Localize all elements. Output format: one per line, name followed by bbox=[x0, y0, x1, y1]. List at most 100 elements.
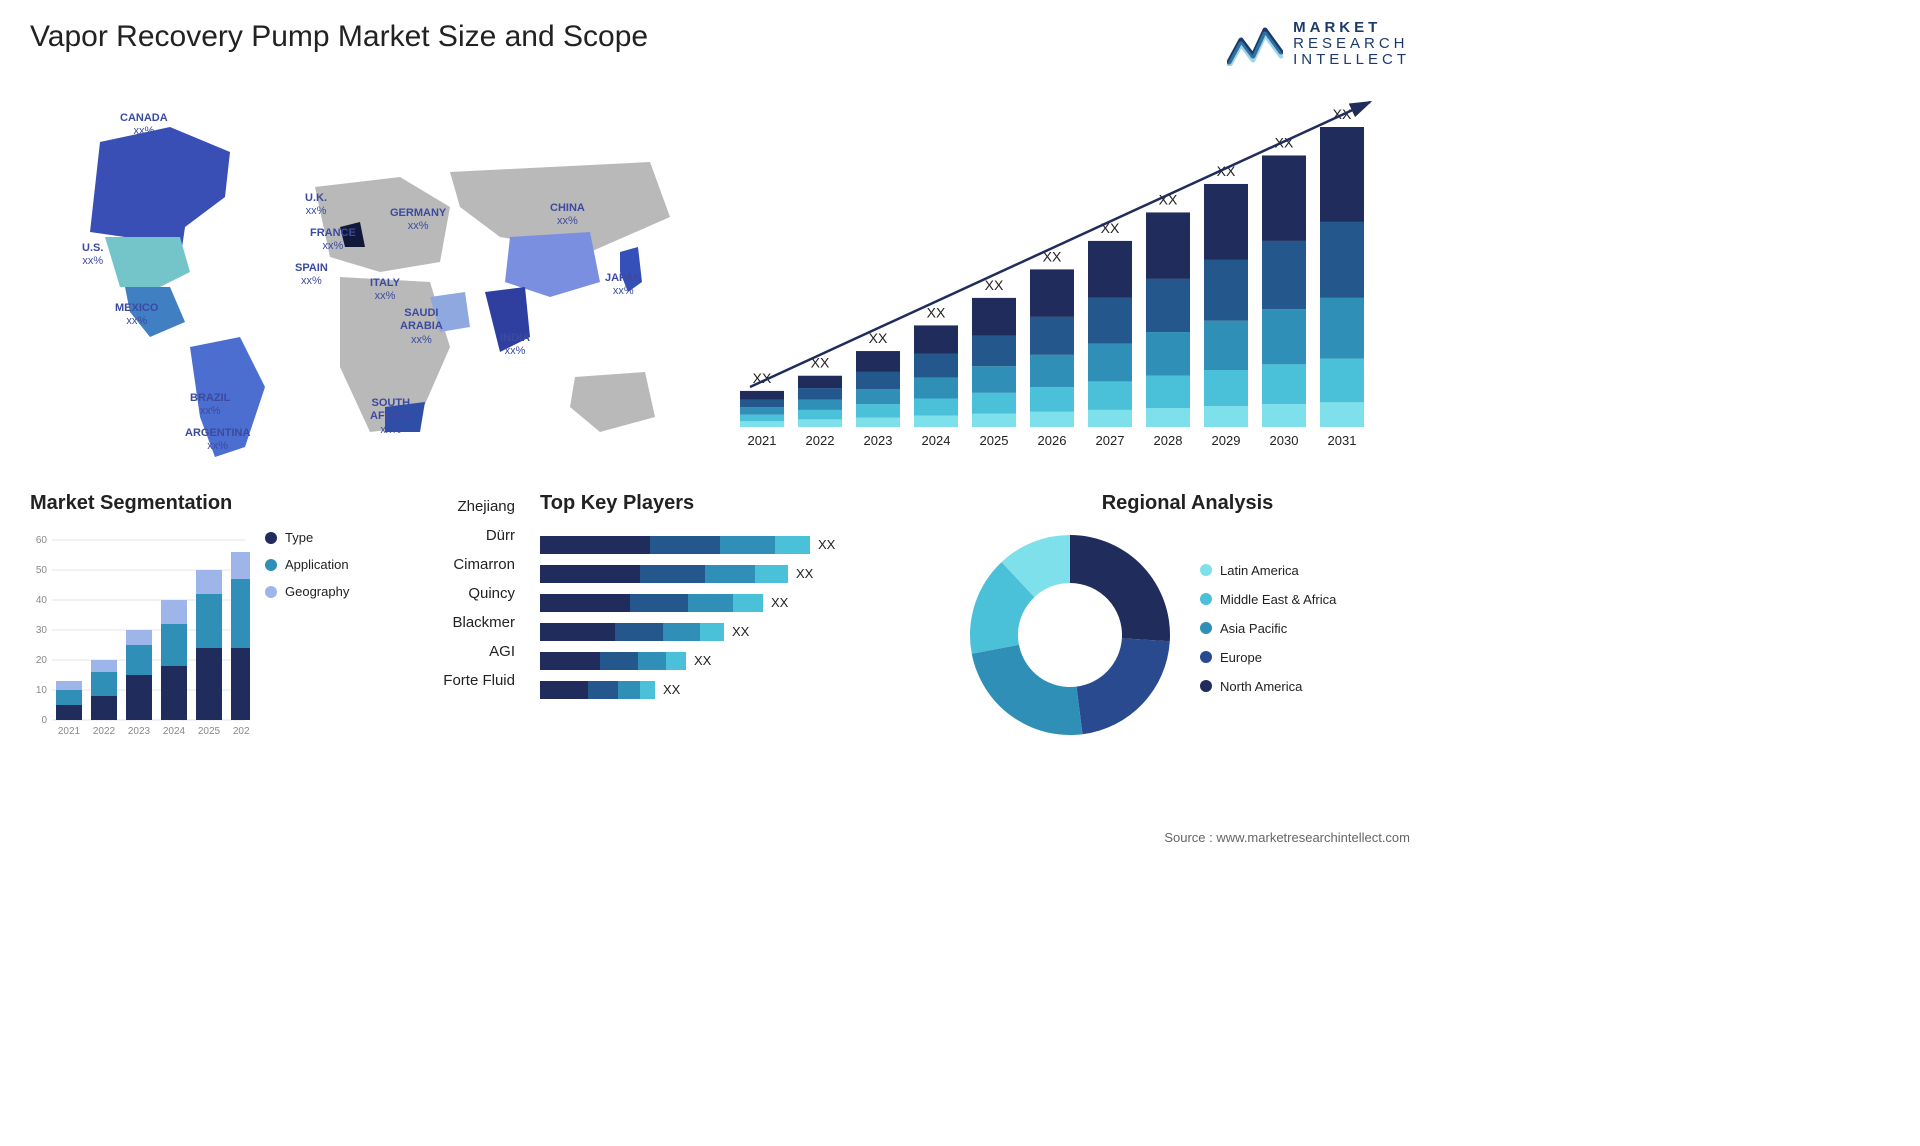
growth-bar-seg bbox=[972, 414, 1016, 427]
player-bar-seg bbox=[755, 565, 788, 583]
growth-bar-seg bbox=[1030, 355, 1074, 387]
map-label: GERMANYxx% bbox=[390, 207, 446, 233]
legend-label: Asia Pacific bbox=[1220, 621, 1287, 636]
player-bar-row: XX bbox=[540, 588, 940, 617]
legend-label: Europe bbox=[1220, 650, 1262, 665]
growth-bar-seg bbox=[1320, 403, 1364, 428]
growth-year-label: 2030 bbox=[1270, 433, 1299, 448]
player-bar-seg bbox=[540, 565, 640, 583]
growth-bar-seg bbox=[798, 400, 842, 410]
svg-text:10: 10 bbox=[36, 685, 48, 696]
player-name: Quincy bbox=[405, 579, 515, 608]
growth-bar-seg bbox=[1204, 321, 1248, 370]
player-bar bbox=[540, 594, 763, 612]
player-bar-row: XX bbox=[540, 646, 940, 675]
source-attribution: Source : www.marketresearchintellect.com bbox=[1164, 830, 1410, 845]
map-label: SOUTHAFRICAxx% bbox=[370, 397, 412, 437]
regional-legend-item: North America bbox=[1200, 679, 1336, 694]
regional-title: Regional Analysis bbox=[965, 492, 1410, 515]
legend-label: North America bbox=[1220, 679, 1302, 694]
donut-slice bbox=[1070, 535, 1170, 641]
donut-slice bbox=[972, 645, 1083, 735]
growth-bar-seg bbox=[798, 376, 842, 388]
regional-legend-item: Latin America bbox=[1200, 563, 1336, 578]
growth-bar-label: XX bbox=[985, 277, 1004, 293]
growth-year-label: 2024 bbox=[922, 433, 951, 448]
segmentation-title: Market Segmentation bbox=[30, 492, 380, 515]
seg-bar-seg bbox=[91, 660, 117, 672]
seg-bar-seg bbox=[231, 552, 250, 579]
growth-bar-seg bbox=[856, 418, 900, 427]
map-label: INDIAxx% bbox=[500, 332, 530, 358]
player-bar-seg bbox=[540, 652, 600, 670]
player-bar-seg bbox=[705, 565, 755, 583]
seg-bar-seg bbox=[126, 675, 152, 720]
legend-dot-icon bbox=[265, 586, 277, 598]
svg-text:20: 20 bbox=[36, 655, 48, 666]
player-bar-seg bbox=[700, 623, 724, 641]
map-label: FRANCExx% bbox=[310, 227, 356, 253]
player-name: Dürr bbox=[405, 521, 515, 550]
growth-bar-seg bbox=[1146, 332, 1190, 376]
player-bar bbox=[540, 652, 686, 670]
player-bar-seg bbox=[720, 536, 775, 554]
growth-bar-seg bbox=[1262, 241, 1306, 309]
player-bar-row: XX bbox=[540, 530, 940, 559]
legend-dot-icon bbox=[1200, 651, 1212, 663]
map-label: MEXICOxx% bbox=[115, 302, 158, 328]
seg-year-label: 2021 bbox=[58, 726, 81, 737]
growth-bar-seg bbox=[740, 422, 784, 428]
legend-dot-icon bbox=[1200, 564, 1212, 576]
growth-bar-seg bbox=[972, 298, 1016, 336]
player-value: XX bbox=[732, 624, 749, 639]
growth-bar-seg bbox=[1262, 310, 1306, 365]
brand-logo: MARKET RESEARCH INTELLECT bbox=[1227, 20, 1410, 67]
seg-bar-seg bbox=[196, 570, 222, 594]
player-value: XX bbox=[663, 682, 680, 697]
map-label: SAUDIARABIAxx% bbox=[400, 307, 443, 347]
regional-section: Regional Analysis Latin AmericaMiddle Ea… bbox=[965, 492, 1410, 740]
growth-bar-label: XX bbox=[927, 305, 946, 321]
map-region-usa bbox=[105, 237, 190, 287]
seg-bar-seg bbox=[161, 624, 187, 666]
world-map: CANADAxx%U.S.xx%MEXICOxx%BRAZILxx%ARGENT… bbox=[30, 87, 690, 467]
player-bar-seg bbox=[615, 623, 663, 641]
growth-bar-seg bbox=[1204, 260, 1248, 321]
growth-bar-chart: XX2021XX2022XX2023XX2024XX2025XX2026XX20… bbox=[730, 87, 1410, 467]
map-label: ARGENTINAxx% bbox=[185, 427, 250, 453]
map-label: CHINAxx% bbox=[550, 202, 585, 228]
growth-bar-seg bbox=[972, 366, 1016, 393]
seg-bar-seg bbox=[56, 681, 82, 690]
growth-bar-seg bbox=[914, 326, 958, 354]
growth-bar-seg bbox=[1088, 298, 1132, 344]
player-bar-seg bbox=[600, 652, 638, 670]
seg-bar-seg bbox=[91, 696, 117, 720]
map-label: BRAZILxx% bbox=[190, 392, 230, 418]
player-value: XX bbox=[796, 566, 813, 581]
growth-bar-seg bbox=[1262, 156, 1306, 241]
growth-bar-seg bbox=[1030, 317, 1074, 355]
legend-label: Geography bbox=[285, 584, 349, 599]
player-name: Zhejiang bbox=[405, 492, 515, 521]
seg-bar-seg bbox=[56, 690, 82, 705]
player-bar-seg bbox=[630, 594, 688, 612]
players-name-list: ZhejiangDürrCimarronQuincyBlackmerAGIFor… bbox=[405, 492, 515, 695]
svg-text:50: 50 bbox=[36, 565, 48, 576]
player-bar-seg bbox=[638, 652, 666, 670]
regional-legend: Latin AmericaMiddle East & AfricaAsia Pa… bbox=[1200, 563, 1336, 708]
svg-text:0: 0 bbox=[41, 715, 47, 726]
growth-bar-seg bbox=[1030, 387, 1074, 412]
growth-bar-seg bbox=[856, 404, 900, 417]
player-bar bbox=[540, 623, 724, 641]
player-bar-seg bbox=[540, 536, 650, 554]
segmentation-chart: 0102030405060202120222023202420252026 bbox=[30, 530, 250, 740]
regional-legend-item: Europe bbox=[1200, 650, 1336, 665]
growth-bar-seg bbox=[1146, 279, 1190, 332]
growth-bar-seg bbox=[1320, 127, 1364, 222]
map-label: U.S.xx% bbox=[82, 242, 103, 268]
growth-year-label: 2023 bbox=[864, 433, 893, 448]
growth-bar-seg bbox=[1204, 370, 1248, 406]
growth-bar-seg bbox=[1030, 412, 1074, 427]
growth-bar-seg bbox=[1146, 376, 1190, 408]
seg-bar-seg bbox=[196, 648, 222, 720]
